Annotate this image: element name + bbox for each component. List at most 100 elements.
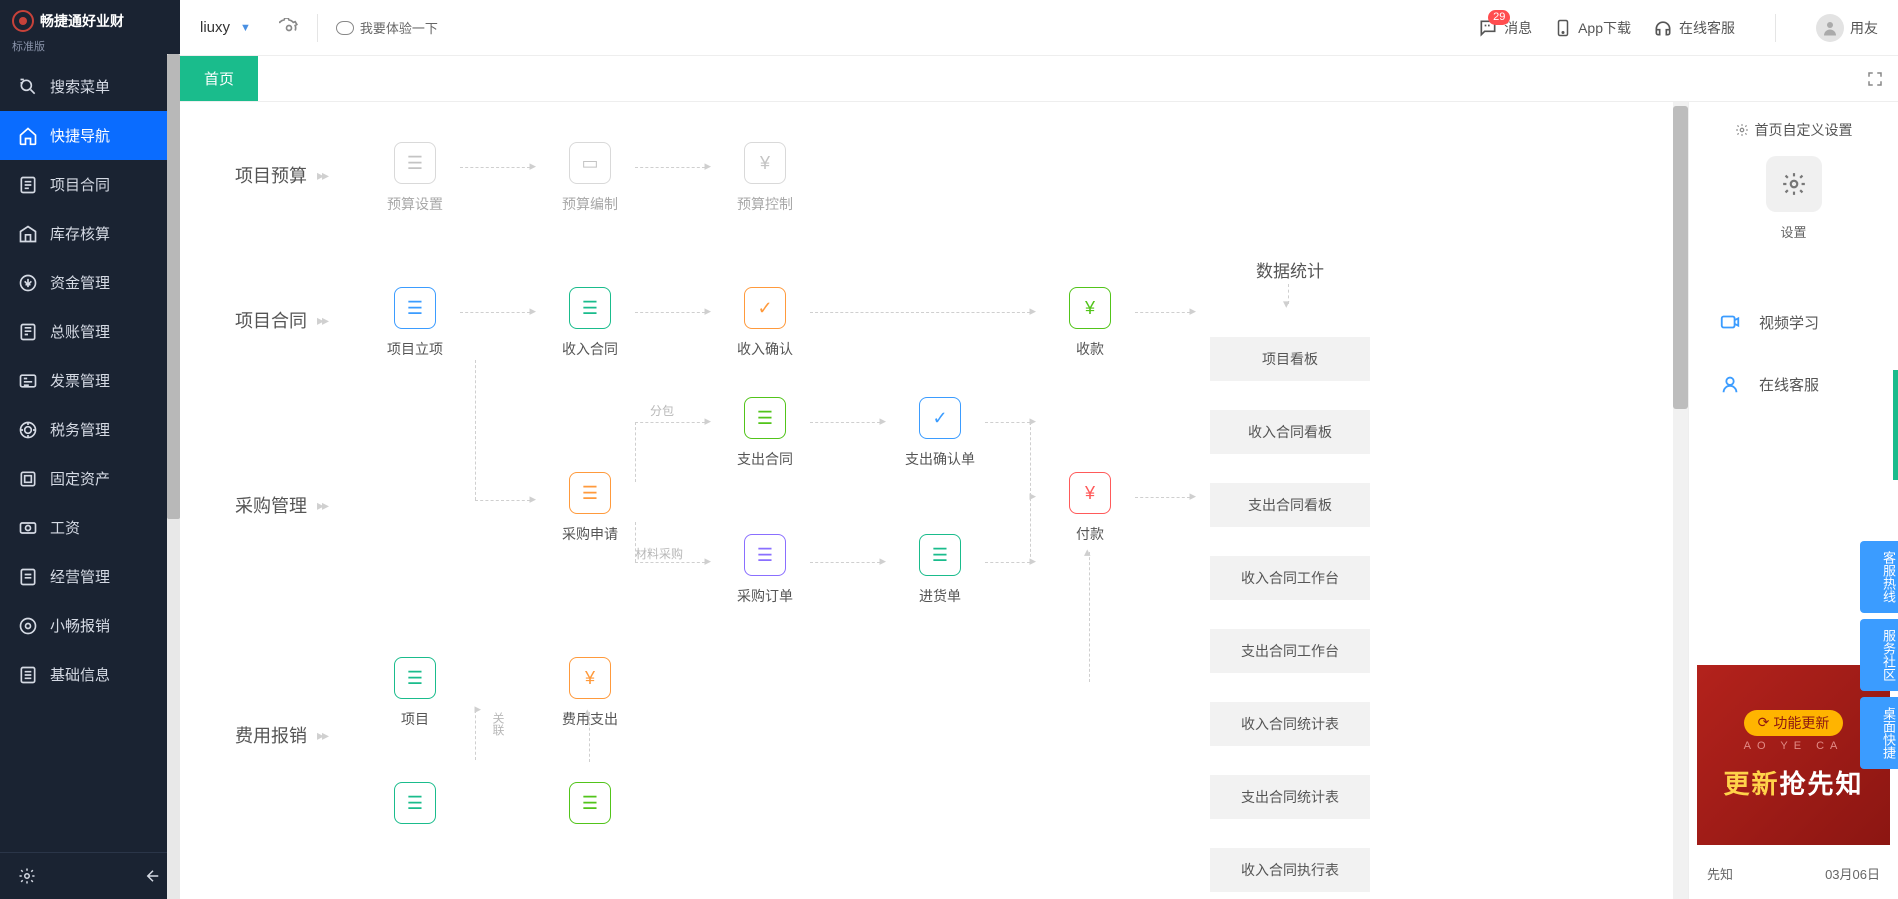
receipt-icon: ¥ xyxy=(1069,287,1111,329)
sidebar-item-project-contract[interactable]: 项目合同 xyxy=(0,160,180,209)
sidebar-item-funds[interactable]: 资金管理 xyxy=(0,258,180,307)
node-budget-control[interactable]: ¥预算控制 xyxy=(725,142,805,214)
stat-btn-income-exec[interactable]: 收入合同执行表 xyxy=(1210,848,1370,892)
username: 用友 xyxy=(1850,18,1878,38)
tab-strip: 首页 xyxy=(180,56,1898,102)
sidebar-item-reimburse[interactable]: 小畅报销 xyxy=(0,601,180,650)
doc-icon: ☰ xyxy=(569,782,611,824)
arrow-icon: ▸▸ xyxy=(317,497,327,514)
side-tab-desktop[interactable]: 桌面快捷 xyxy=(1860,697,1898,769)
stat-btn-income-board[interactable]: 收入合同看板 xyxy=(1210,410,1370,454)
news-text: 先知 xyxy=(1707,864,1733,883)
sidebar-item-invoice[interactable]: 发票管理 xyxy=(0,356,180,405)
sidebar: 畅捷通好业财 标准版 搜索菜单 快捷导航 项目合同 库存核算 资金管理 总账管理… xyxy=(0,0,180,899)
settings-icon[interactable] xyxy=(18,867,36,885)
sidebar-item-assets[interactable]: 固定资产 xyxy=(0,454,180,503)
node-income-contract[interactable]: ☰收入合同 xyxy=(550,287,630,359)
stat-btn-expend-workbench[interactable]: 支出合同工作台 xyxy=(1210,629,1370,673)
node-expend-confirm[interactable]: ✓支出确认单 xyxy=(900,397,980,469)
stat-btn-income-stats[interactable]: 收入合同统计表 xyxy=(1210,702,1370,746)
node-payment[interactable]: ¥付款 xyxy=(1050,472,1130,544)
node-budget-compile[interactable]: ▭预算编制 xyxy=(550,142,630,214)
stat-btn-expend-board[interactable]: 支出合同看板 xyxy=(1210,483,1370,527)
main: liuxy ▼ 我要体验一下 29 消息 App下载 xyxy=(180,0,1898,899)
tenant-selector[interactable]: liuxy ▼ xyxy=(180,19,271,36)
sidebar-item-inventory[interactable]: 库存核算 xyxy=(0,209,180,258)
quick-online-support[interactable]: 在线客服 xyxy=(1689,353,1898,415)
order-icon: ☰ xyxy=(744,534,786,576)
stat-btn-project-board[interactable]: 项目看板 xyxy=(1210,337,1370,381)
sidebar-item-label: 发票管理 xyxy=(50,370,110,391)
arrow-icon: ▸▸ xyxy=(317,312,327,329)
sidebar-item-ledger[interactable]: 总账管理 xyxy=(0,307,180,356)
side-tab-community[interactable]: 服务社区 xyxy=(1860,619,1898,691)
sidebar-item-label: 税务管理 xyxy=(50,419,110,440)
apply-icon: ☰ xyxy=(569,472,611,514)
settings-button[interactable] xyxy=(1766,156,1822,212)
tenant-name: liuxy xyxy=(200,19,230,36)
flow-arrow xyxy=(475,500,530,501)
sidebar-item-quicknav[interactable]: 快捷导航 xyxy=(0,111,180,160)
node-expend-contract[interactable]: ☰支出合同 xyxy=(725,397,805,469)
edge-label: 材料采购 xyxy=(635,545,683,562)
right-title: 首页自定义设置 xyxy=(1735,120,1853,140)
stat-btn-income-workbench[interactable]: 收入合同工作台 xyxy=(1210,556,1370,600)
sidebar-item-label: 总账管理 xyxy=(50,321,110,342)
sidebar-item-tax[interactable]: 税务管理 xyxy=(0,405,180,454)
sidebar-item-label: 工资 xyxy=(50,517,80,538)
node-project[interactable]: ☰项目 xyxy=(375,657,455,729)
contract-icon: ☰ xyxy=(744,397,786,439)
node-hidden-2[interactable]: ☰ xyxy=(550,782,630,834)
node-proj-setup[interactable]: ☰项目立项 xyxy=(375,287,455,359)
sidebar-item-salary[interactable]: 工资 xyxy=(0,503,180,552)
node-budget-config[interactable]: ☰预算设置 xyxy=(375,142,455,214)
collapse-icon[interactable] xyxy=(144,867,162,885)
side-tab-hotline[interactable]: 客服热线 xyxy=(1860,541,1898,613)
node-hidden-1[interactable]: ☰ xyxy=(375,782,455,834)
topbar: liuxy ▼ 我要体验一下 29 消息 App下载 xyxy=(180,0,1898,56)
sidebar-item-basicinfo[interactable]: 基础信息 xyxy=(0,650,180,699)
user-menu[interactable]: 用友 xyxy=(1816,14,1878,42)
messages-button[interactable]: 29 消息 xyxy=(1478,18,1532,38)
quick-video-learning[interactable]: 视频学习 xyxy=(1689,291,1898,353)
arrow-icon: ▸▸ xyxy=(317,167,327,184)
tab-label: 首页 xyxy=(204,68,234,89)
promo-badge: ⟳ 功能更新 xyxy=(1744,710,1844,736)
sidebar-scrollbar[interactable] xyxy=(167,54,180,899)
section-title: 项目合同 xyxy=(235,307,307,333)
tab-home[interactable]: 首页 xyxy=(180,56,258,101)
try-button[interactable]: 我要体验一下 xyxy=(336,18,438,37)
stat-btn-expend-stats[interactable]: 支出合同统计表 xyxy=(1210,775,1370,819)
flow-arrow xyxy=(810,562,880,563)
node-goods-in[interactable]: ☰进货单 xyxy=(900,534,980,606)
fullscreen-icon[interactable] xyxy=(1852,56,1898,101)
node-purchase-order[interactable]: ☰采购订单 xyxy=(725,534,805,606)
section-title: 采购管理 xyxy=(235,492,307,518)
phone-icon xyxy=(1554,19,1572,37)
ledger-icon xyxy=(18,322,38,342)
sidebar-item-label: 固定资产 xyxy=(50,468,110,489)
node-receipt[interactable]: ¥收款 xyxy=(1050,287,1130,359)
side-tabs: 客服热线 服务社区 桌面快捷 xyxy=(1860,541,1898,769)
app-download-button[interactable]: App下载 xyxy=(1554,18,1631,38)
funds-icon xyxy=(18,273,38,293)
canvas-scrollbar[interactable] xyxy=(1673,102,1688,899)
accent-bar xyxy=(1893,370,1898,480)
node-purchase-apply[interactable]: ☰采购申请 xyxy=(550,472,630,544)
operations-icon xyxy=(18,567,38,587)
node-income-confirm[interactable]: ✓收入确认 xyxy=(725,287,805,359)
doc-icon: ☰ xyxy=(394,142,436,184)
online-support-button[interactable]: 在线客服 xyxy=(1653,18,1735,38)
promo-sub: AO YE CA xyxy=(1744,740,1844,752)
flow-arrow xyxy=(1089,552,1090,682)
goods-icon: ☰ xyxy=(919,534,961,576)
video-icon xyxy=(1717,309,1743,335)
news-date: 03月06日 xyxy=(1825,864,1880,883)
payment-icon: ¥ xyxy=(1069,472,1111,514)
tenant-settings-icon[interactable] xyxy=(279,18,299,38)
project-icon: ☰ xyxy=(394,657,436,699)
sidebar-item-search[interactable]: 搜索菜单 xyxy=(0,62,180,111)
sidebar-item-operations[interactable]: 经营管理 xyxy=(0,552,180,601)
settings-caption: 设置 xyxy=(1780,222,1806,241)
gear-icon xyxy=(1735,123,1749,137)
